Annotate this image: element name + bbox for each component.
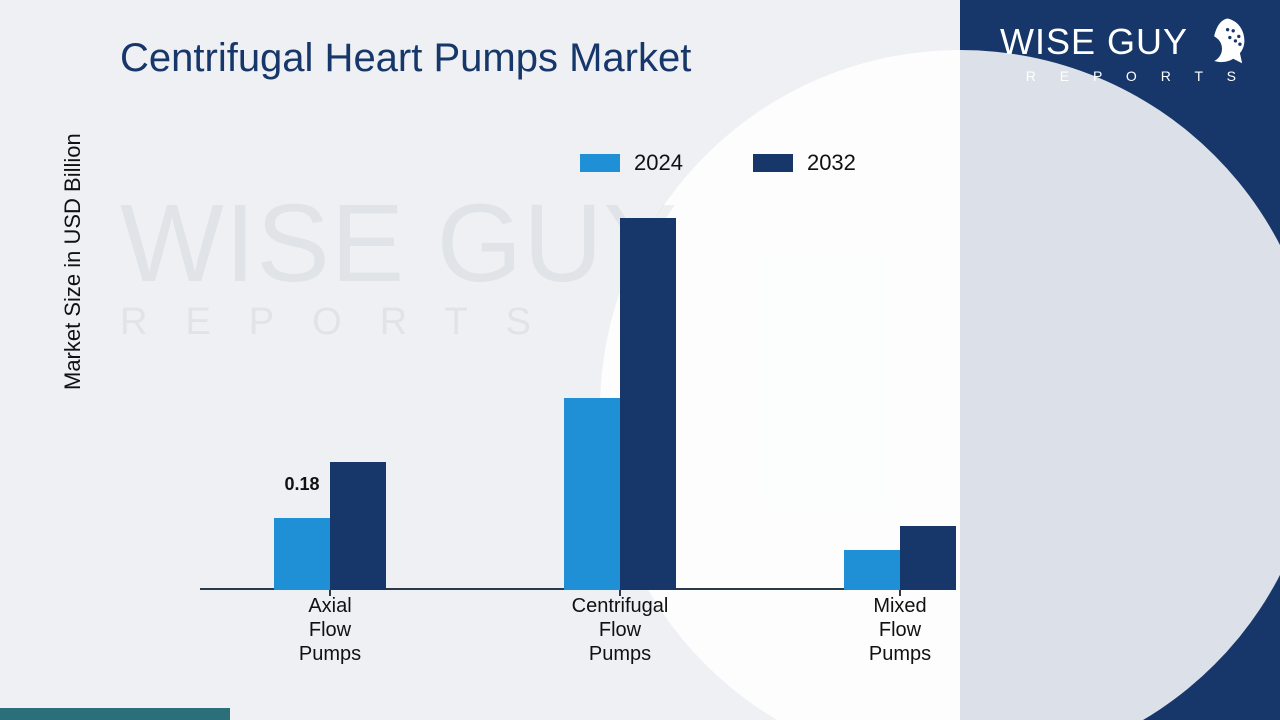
- bar-value-label: 0.18: [284, 474, 319, 495]
- bar: [900, 526, 956, 590]
- plot-region: 0.18: [200, 190, 940, 590]
- y-axis-label: Market Size in USD Billion: [60, 133, 86, 390]
- brain-head-icon: [1194, 14, 1250, 70]
- bar: [564, 398, 620, 590]
- brand-main: WISE GUY: [1000, 21, 1188, 63]
- category-label: CentrifugalFlowPumps: [540, 594, 700, 666]
- legend: 2024 2032: [580, 150, 856, 176]
- legend-swatch-2024: [580, 154, 620, 172]
- category-label: AxialFlowPumps: [250, 594, 410, 666]
- legend-swatch-2032: [753, 154, 793, 172]
- bar: [844, 550, 900, 590]
- legend-label-2032: 2032: [807, 150, 856, 176]
- bar: [620, 218, 676, 590]
- category-label: MixedFlowPumps: [820, 594, 980, 666]
- legend-item-2032: 2032: [753, 150, 856, 176]
- canvas: WISE GUY R E P O R T S Centrifugal Heart…: [0, 0, 1280, 720]
- chart-title: Centrifugal Heart Pumps Market: [120, 36, 691, 81]
- bar: [274, 518, 330, 590]
- legend-label-2024: 2024: [634, 150, 683, 176]
- category-labels: AxialFlowPumpsCentrifugalFlowPumpsMixedF…: [200, 590, 940, 670]
- chart-area: Market Size in USD Billion 2024 2032 0.1…: [100, 150, 950, 660]
- bottom-strip: [0, 708, 230, 720]
- brand-logo: WISE GUY R E P O R T S: [980, 14, 1250, 84]
- brand-sub: R E P O R T S: [980, 68, 1250, 84]
- legend-item-2024: 2024: [580, 150, 683, 176]
- bar: [330, 462, 386, 590]
